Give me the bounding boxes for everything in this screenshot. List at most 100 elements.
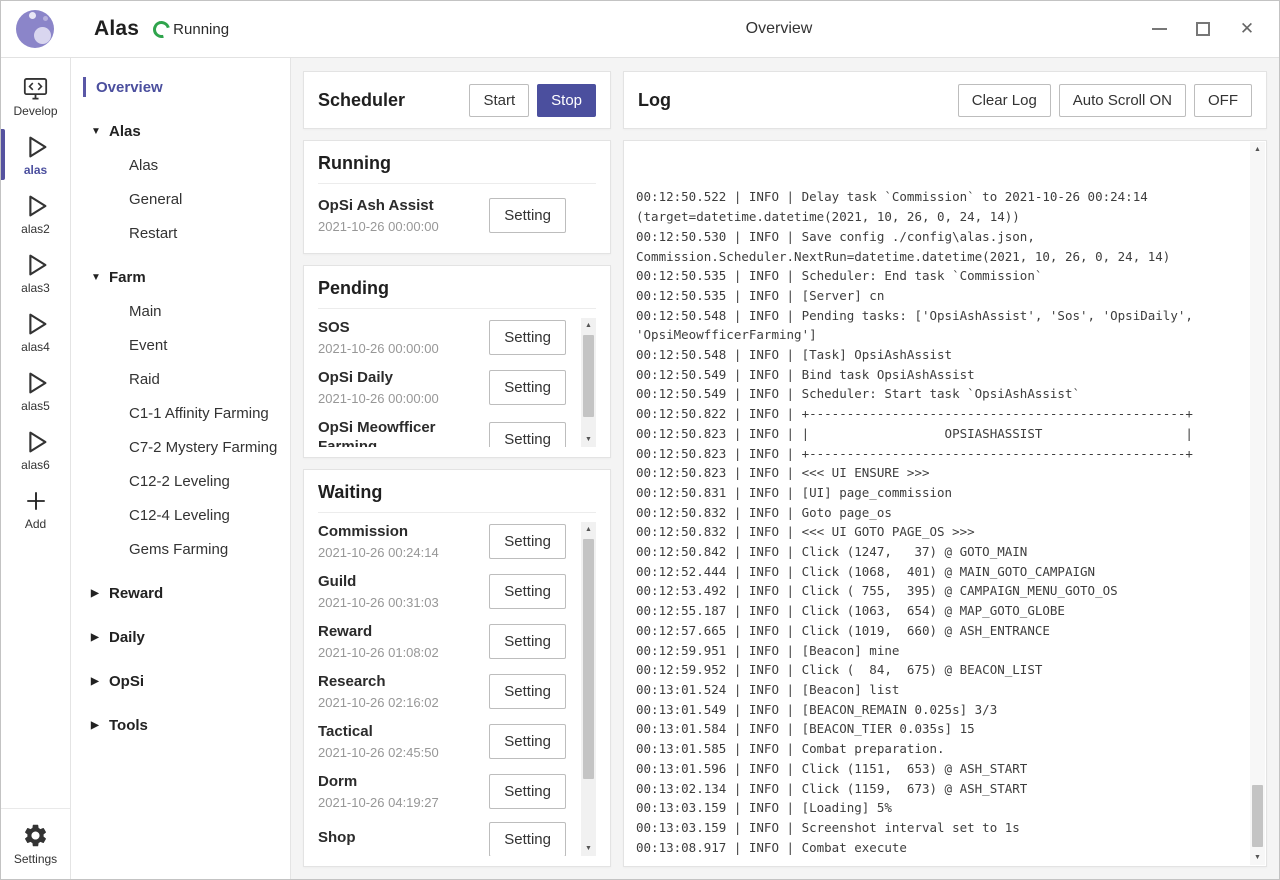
scrollbar-thumb[interactable]	[583, 539, 594, 779]
task-row: Shop Setting	[318, 822, 566, 856]
nav-item[interactable]: ▶ Tools	[71, 708, 290, 742]
task-row: OpSi Daily 2021-10-26 00:00:00 Setting	[318, 368, 566, 406]
nav-item[interactable]: ▶ OpSi	[71, 664, 290, 698]
log-line: 00:13:03.159 | INFO | [Loading] 5%	[636, 800, 892, 816]
waiting-panel: Waiting Commission 2021-10-26 00:24:14 S…	[303, 469, 611, 867]
log-line: 00:12:50.823 | INFO | +-----------------…	[636, 445, 1193, 461]
nav-item-label: Alas	[109, 122, 141, 140]
rail-item[interactable]: alas6	[1, 420, 70, 479]
nav-item[interactable]: ▼ Farm	[71, 260, 290, 294]
log-line: 00:12:52.444 | INFO | Click (1068, 401) …	[636, 563, 1096, 579]
scrollbar-thumb[interactable]	[583, 335, 594, 417]
setting-button[interactable]: Setting	[489, 523, 566, 559]
scroll-down-icon[interactable]: ▼	[585, 845, 592, 852]
close-button[interactable]: ✕	[1225, 9, 1269, 49]
nav-item[interactable]: Restart	[71, 216, 290, 250]
setting-button[interactable]: Setting	[489, 673, 566, 709]
task-row: Tactical 2021-10-26 02:45:50 Setting	[318, 722, 566, 760]
log-line: 00:12:50.832 | INFO | <<< UI GOTO PAGE_O…	[636, 524, 975, 540]
code-icon	[22, 73, 49, 103]
log-line: 00:12:50.832 | INFO | Goto page_os	[636, 504, 892, 520]
rail-item[interactable]: Develop	[1, 66, 70, 125]
task-row: OpSi Meowfficer Farming Setting	[318, 418, 566, 447]
nav-item[interactable]: Main	[71, 294, 290, 328]
nav-item[interactable]: ▶ Daily	[71, 620, 290, 654]
task-next-run-time: 2021-10-26 01:08:02	[318, 645, 439, 660]
app-title: Alas	[94, 17, 140, 40]
maximize-button[interactable]	[1181, 9, 1225, 49]
nav-item[interactable]: ▶ Reward	[71, 576, 290, 610]
scroll-down-icon[interactable]: ▼	[585, 436, 592, 443]
minimize-button[interactable]	[1137, 9, 1181, 49]
rail-item[interactable]: alas2	[1, 184, 70, 243]
nav-item-label: C12-2 Leveling	[129, 472, 230, 490]
setting-button[interactable]: Setting	[489, 822, 566, 856]
task-row: Commission 2021-10-26 00:24:14 Setting	[318, 522, 566, 560]
task-row: OpSi Ash Assist 2021-10-26 00:00:00 Sett…	[318, 196, 566, 234]
nav-item[interactable]: Event	[71, 328, 290, 362]
nav-item[interactable]: C1-1 Affinity Farming	[71, 396, 290, 430]
nav-item-label: Tools	[109, 716, 148, 734]
rail-item[interactable]: alas4	[1, 302, 70, 361]
nav-item-label: General	[129, 190, 183, 208]
rail-item[interactable]: alas	[1, 125, 70, 184]
pending-task-list[interactable]: SOS 2021-10-26 00:00:00 Setting OpSi Dai…	[318, 318, 596, 447]
setting-button[interactable]: Setting	[489, 573, 566, 609]
pending-scrollbar[interactable]: ▲ ▼	[581, 318, 596, 447]
expander-arrow-icon: ▶	[91, 719, 99, 731]
task-name: Commission	[318, 523, 409, 540]
page-title: Overview	[745, 20, 813, 37]
scroll-down-icon[interactable]: ▼	[1254, 854, 1261, 861]
auto-scroll-on-button[interactable]: Auto Scroll ON	[1058, 83, 1186, 117]
log-panel[interactable]: 00:12:50.522 | INFO | Delay task `Commis…	[623, 140, 1267, 867]
plus-icon	[22, 486, 50, 516]
nav-item[interactable]: Raid	[71, 362, 290, 396]
task-next-run-time: 2021-10-26 02:16:02	[318, 695, 439, 710]
auto-scroll-off-button[interactable]: OFF	[1194, 83, 1252, 117]
task-next-run-time: 2021-10-26 00:31:03	[318, 595, 439, 610]
rail-item-settings[interactable]: Settings	[1, 815, 70, 871]
log-scrollbar[interactable]: ▲ ▼	[1250, 142, 1265, 865]
scheduler-status-text: Running	[173, 20, 230, 38]
rail-item[interactable]: alas3	[1, 243, 70, 302]
nav-item[interactable]: Overview	[71, 70, 290, 104]
setting-button[interactable]: Setting	[489, 723, 566, 759]
instance-rail: Develop alas alas2 alas3	[1, 58, 71, 879]
scroll-up-icon[interactable]: ▲	[1254, 146, 1261, 153]
running-title: Running	[318, 153, 596, 184]
task-next-run-time: 2021-10-26 00:24:14	[318, 545, 439, 560]
clear-log-button[interactable]: Clear Log	[957, 83, 1051, 117]
nav-item[interactable]: General	[71, 182, 290, 216]
waiting-task-list[interactable]: Commission 2021-10-26 00:24:14 Setting G…	[318, 522, 596, 856]
log-header-card: Log Clear Log Auto Scroll ON OFF	[623, 71, 1267, 129]
nav-item[interactable]: ▼ Alas	[71, 114, 290, 148]
scroll-up-icon[interactable]: ▲	[585, 322, 592, 329]
nav-item[interactable]: C7-2 Mystery Farming	[71, 430, 290, 464]
log-line: 00:13:14.027 | INFO | Combat auto check …	[636, 857, 1238, 860]
nav-item[interactable]: Gems Farming	[71, 532, 290, 566]
nav-item[interactable]: C12-4 Leveling	[71, 498, 290, 532]
window-controls: ✕	[1137, 1, 1269, 57]
waiting-scrollbar[interactable]: ▲ ▼	[581, 522, 596, 856]
task-name: Guild	[318, 573, 357, 590]
setting-button[interactable]: Setting	[489, 773, 566, 809]
play-icon	[21, 427, 51, 457]
start-button[interactable]: Start	[469, 83, 530, 117]
nav-item-label: Main	[129, 302, 162, 320]
setting-button[interactable]: Setting	[489, 197, 566, 233]
play-icon	[21, 368, 51, 398]
stop-button[interactable]: Stop	[537, 83, 596, 117]
scroll-up-icon[interactable]: ▲	[585, 526, 592, 533]
setting-button[interactable]: Setting	[489, 421, 566, 447]
log-line: 00:12:59.951 | INFO | [Beacon] mine	[636, 642, 900, 658]
task-row: Reward 2021-10-26 01:08:02 Setting	[318, 622, 566, 660]
log-line: 00:12:55.187 | INFO | Click (1063, 654) …	[636, 603, 1065, 619]
setting-button[interactable]: Setting	[489, 369, 566, 405]
rail-item[interactable]: alas5	[1, 361, 70, 420]
scrollbar-thumb[interactable]	[1252, 785, 1263, 847]
setting-button[interactable]: Setting	[489, 623, 566, 659]
nav-item[interactable]: Alas	[71, 148, 290, 182]
setting-button[interactable]: Setting	[489, 319, 566, 355]
nav-item[interactable]: C12-2 Leveling	[71, 464, 290, 498]
rail-item[interactable]: Add	[1, 479, 70, 538]
